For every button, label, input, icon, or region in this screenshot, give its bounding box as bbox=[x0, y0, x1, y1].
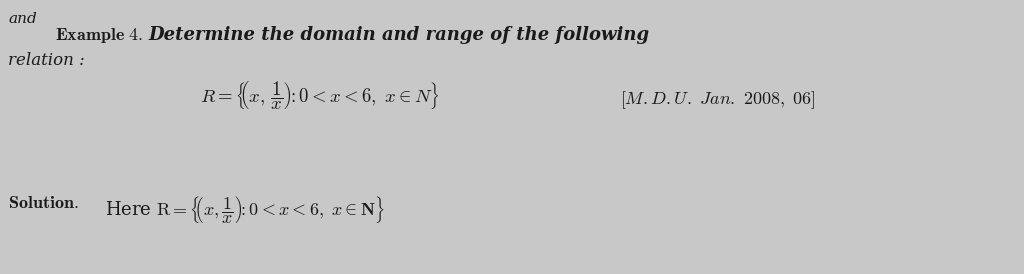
Text: $\mathbf{Solution.}$: $\mathbf{Solution.}$ bbox=[8, 194, 79, 212]
Text: Determine the domain and range of the following: Determine the domain and range of the fo… bbox=[148, 26, 649, 44]
Text: $[M.D.U.\ Jan.\ 2008,\ 06]$: $[M.D.U.\ Jan.\ 2008,\ 06]$ bbox=[620, 89, 816, 111]
Text: $\mathbf{Example\ 4.}$: $\mathbf{Example\ 4.}$ bbox=[55, 26, 148, 45]
Text: and: and bbox=[8, 12, 37, 26]
Text: relation :: relation : bbox=[8, 52, 85, 69]
Text: $R = \left\{\!\!\left(x,\,\dfrac{1}{x}\right)\!\!: 0 < x < 6,\ x \in N\right\}$: $R = \left\{\!\!\left(x,\,\dfrac{1}{x}\r… bbox=[200, 79, 439, 111]
Text: Here $\mathrm{R} = \left\{\!\!\left(x,\dfrac{1}{x}\right)\!\!: 0 < x < 6,\ x \in: Here $\mathrm{R} = \left\{\!\!\left(x,\d… bbox=[105, 194, 385, 225]
